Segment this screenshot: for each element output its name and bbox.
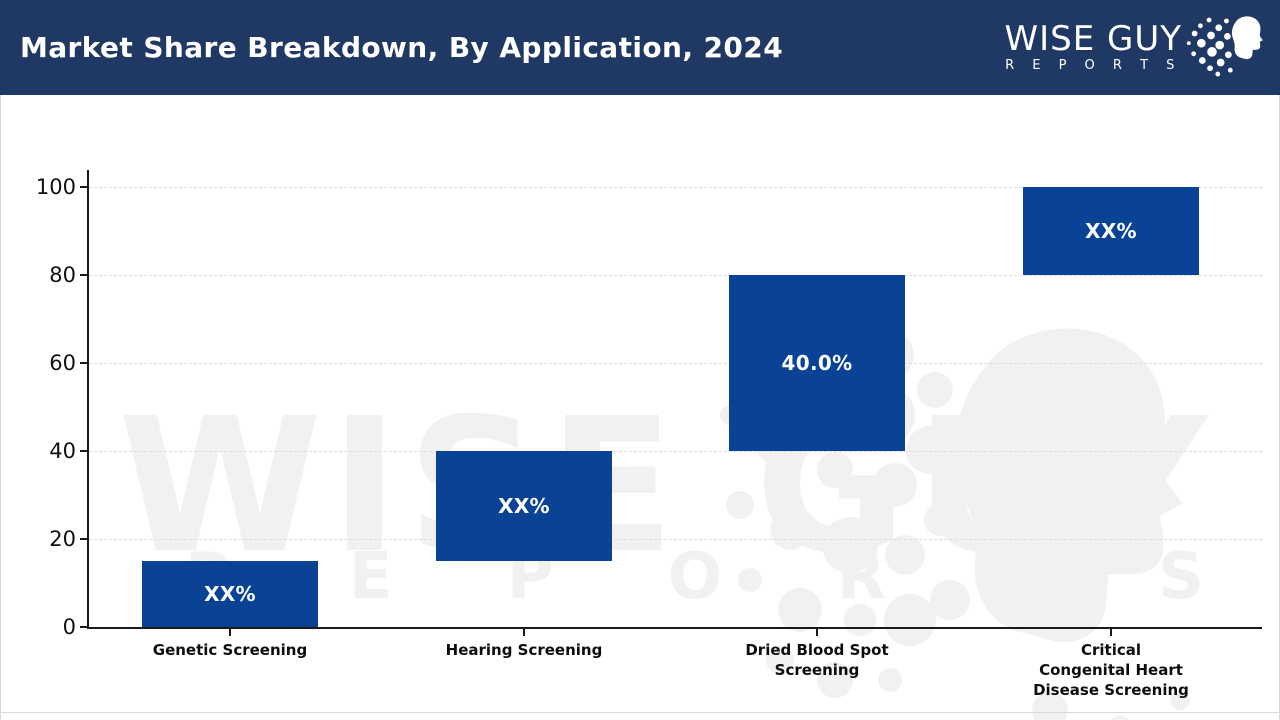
y-tick-label: 40: [49, 439, 76, 463]
wiseguy-head-icon: [1186, 15, 1263, 76]
y-axis: [87, 170, 89, 629]
y-tick-label: 80: [49, 263, 76, 287]
bar-value-label: XX%: [204, 582, 256, 606]
y-tick-label: 0: [62, 615, 76, 639]
x-category-label-line: Critical: [1080, 641, 1141, 659]
y-tick-label: 20: [49, 527, 76, 551]
x-tick-mark: [523, 629, 525, 636]
x-category-label-line: Dried Blood Spot: [745, 641, 889, 659]
x-category-label-line: Hearing Screening: [445, 641, 603, 659]
left-border: [0, 95, 1, 720]
logo-subtitle-text: R E P O R T S: [1005, 58, 1182, 73]
gridline: [89, 275, 1262, 276]
x-tick-mark: [1110, 629, 1112, 636]
bar-value-label: XX%: [498, 494, 550, 518]
bar-segment: XX%: [1023, 187, 1199, 275]
y-tick-label: 100: [35, 175, 76, 199]
y-tick-mark: [80, 626, 87, 628]
y-tick-mark: [80, 362, 87, 364]
x-category-label: Dried Blood Spot Screening: [671, 640, 963, 680]
y-tick-mark: [80, 274, 87, 276]
footer-divider: [0, 712, 1280, 713]
gridline: [89, 363, 1262, 364]
header-bar: Market Share Breakdown, By Application, …: [0, 0, 1280, 95]
x-axis: [87, 627, 1262, 629]
x-tick-mark: [816, 629, 818, 636]
gridline: [89, 451, 1262, 452]
wiseguy-logo: WISE GUY R E P O R T S: [1004, 9, 1266, 87]
bar-segment: XX%: [436, 451, 612, 561]
y-tick-mark: [80, 538, 87, 540]
logo-wordmark: WISE GUY R E P O R T S: [1004, 21, 1182, 74]
x-category-label-line: Genetic Screening: [152, 641, 308, 659]
y-tick-label: 60: [49, 351, 76, 375]
bar-value-label: XX%: [1085, 219, 1137, 243]
gridline: [89, 539, 1262, 540]
x-category-label: Hearing Screening: [378, 640, 670, 660]
x-category-label: Critical Congenital Heart Disease Screenin…: [965, 640, 1257, 700]
logo-title-text: WISE GUY: [1004, 19, 1182, 59]
waterfall-chart: WISE GUY R E P O R T S 0 20 40 60 80 100 XX% Ge…: [0, 95, 1280, 720]
bar-value-label: 40.0%: [781, 351, 853, 375]
x-category-label-line: Screening: [774, 661, 860, 679]
y-tick-mark: [80, 450, 87, 452]
x-tick-mark: [229, 629, 231, 636]
x-category-label-line: Disease Screening: [1033, 681, 1189, 699]
gridline: [89, 187, 1262, 188]
bar-segment: 40.0%: [729, 275, 905, 451]
y-tick-mark: [80, 186, 87, 188]
x-category-label-line: Congenital Heart: [1039, 661, 1183, 679]
page-title: Market Share Breakdown, By Application, …: [20, 31, 784, 64]
x-category-label: Genetic Screening: [84, 640, 376, 660]
bar-segment: XX%: [142, 561, 318, 627]
